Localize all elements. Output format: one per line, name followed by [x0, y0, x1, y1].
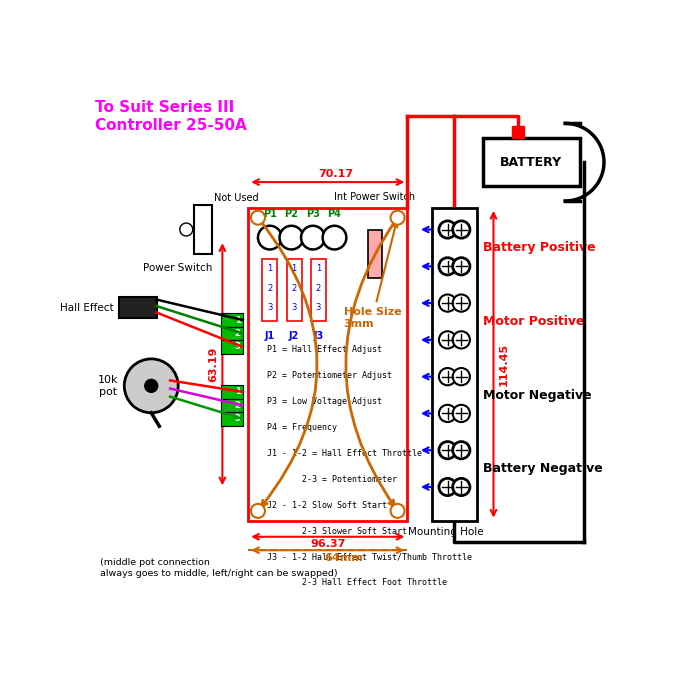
- Bar: [431, 208, 477, 521]
- Text: 2: 2: [291, 284, 297, 293]
- Bar: [221, 412, 243, 426]
- Text: 3: 3: [267, 303, 272, 312]
- Text: 3: 3: [291, 303, 297, 312]
- Text: P2: P2: [284, 209, 298, 219]
- Circle shape: [125, 359, 178, 413]
- Text: 96.37: 96.37: [310, 540, 345, 550]
- Bar: [248, 208, 407, 521]
- Text: 1: 1: [234, 387, 240, 396]
- Text: Power Switch: Power Switch: [144, 263, 213, 274]
- Text: P3 = Low Voltage Adjust: P3 = Low Voltage Adjust: [267, 397, 382, 406]
- Circle shape: [323, 226, 346, 249]
- Circle shape: [251, 211, 265, 225]
- Bar: [483, 138, 580, 186]
- Text: Hole Size
3mm: Hole Size 3mm: [344, 223, 401, 328]
- Text: Not Used: Not Used: [214, 193, 259, 202]
- Circle shape: [391, 211, 405, 225]
- Bar: [368, 230, 382, 278]
- Text: 2: 2: [234, 329, 240, 338]
- Text: 64mm: 64mm: [324, 553, 363, 563]
- Text: Motor Positive: Motor Positive: [483, 315, 584, 328]
- Text: Battery Positive: Battery Positive: [483, 241, 595, 254]
- Bar: [286, 259, 302, 321]
- Text: (middle pot connection
always goes to middle, left/right can be swapped): (middle pot connection always goes to mi…: [100, 559, 337, 578]
- Bar: [221, 314, 243, 327]
- Text: 1: 1: [316, 265, 321, 274]
- Bar: [221, 385, 243, 399]
- Circle shape: [453, 258, 470, 275]
- Text: P4: P4: [328, 209, 342, 219]
- Text: 2: 2: [267, 284, 272, 293]
- Text: 1: 1: [234, 316, 240, 325]
- Circle shape: [439, 221, 456, 238]
- Text: 2-3 = Potentiometer: 2-3 = Potentiometer: [267, 475, 397, 484]
- Circle shape: [180, 223, 193, 236]
- Circle shape: [439, 258, 456, 275]
- Bar: [221, 340, 243, 354]
- Bar: [262, 259, 277, 321]
- Text: 63.19: 63.19: [208, 346, 218, 382]
- Text: 3: 3: [316, 303, 321, 312]
- Text: Hall Effect: Hall Effect: [60, 302, 113, 313]
- Circle shape: [258, 226, 281, 249]
- Text: J3 - 1-2 Hall Effect Twist/Thumb Throttle: J3 - 1-2 Hall Effect Twist/Thumb Throttl…: [267, 552, 472, 561]
- Text: P2 = Potentiometer Adjust: P2 = Potentiometer Adjust: [267, 371, 392, 380]
- Text: J2 - 1-2 Slow Soft Start: J2 - 1-2 Slow Soft Start: [267, 500, 387, 510]
- Circle shape: [391, 504, 405, 518]
- Circle shape: [279, 226, 303, 249]
- Text: 1: 1: [267, 265, 272, 274]
- Text: 10k
pot: 10k pot: [98, 375, 118, 397]
- Bar: [512, 126, 524, 138]
- Circle shape: [453, 478, 470, 496]
- Bar: [119, 297, 157, 319]
- Text: P1: P1: [263, 209, 276, 219]
- Bar: [311, 259, 326, 321]
- Circle shape: [453, 295, 470, 312]
- Text: J3: J3: [313, 331, 323, 341]
- Bar: [221, 327, 243, 340]
- Text: J1: J1: [265, 331, 275, 341]
- Text: 2-3 Hall Effect Foot Throttle: 2-3 Hall Effect Foot Throttle: [267, 578, 447, 587]
- Circle shape: [439, 405, 456, 422]
- Text: 2: 2: [234, 401, 240, 410]
- Text: J1 - 1-2 = Hall Effect Throttle: J1 - 1-2 = Hall Effect Throttle: [267, 449, 422, 458]
- Text: 70.17: 70.17: [318, 169, 354, 179]
- Circle shape: [439, 442, 456, 458]
- Circle shape: [301, 226, 325, 249]
- Text: 2: 2: [316, 284, 321, 293]
- Text: P4 = Frequency: P4 = Frequency: [267, 423, 337, 432]
- Text: 3: 3: [234, 414, 240, 424]
- Circle shape: [453, 331, 470, 349]
- Text: 3: 3: [234, 342, 240, 351]
- Text: To Suit Series III
Controller 25-50A: To Suit Series III Controller 25-50A: [94, 100, 246, 132]
- Text: 1: 1: [291, 265, 297, 274]
- Circle shape: [453, 368, 470, 385]
- Text: BATTERY: BATTERY: [500, 155, 562, 169]
- Circle shape: [439, 368, 456, 385]
- Text: Int Power Switch: Int Power Switch: [335, 192, 416, 202]
- Circle shape: [439, 478, 456, 496]
- Circle shape: [439, 295, 456, 312]
- Circle shape: [145, 379, 158, 392]
- Circle shape: [439, 331, 456, 349]
- Text: Mounting Hole: Mounting Hole: [408, 527, 484, 537]
- Bar: [195, 205, 211, 254]
- Circle shape: [453, 405, 470, 422]
- Text: J2: J2: [289, 331, 299, 341]
- Text: P3: P3: [306, 209, 320, 219]
- Circle shape: [453, 221, 470, 238]
- Bar: [221, 399, 243, 412]
- Text: 2-3 Slower Soft Start: 2-3 Slower Soft Start: [267, 526, 407, 536]
- Text: Battery Negative: Battery Negative: [483, 462, 603, 475]
- Circle shape: [251, 504, 265, 518]
- Text: Motor Negative: Motor Negative: [483, 389, 592, 402]
- Circle shape: [453, 442, 470, 458]
- Text: 114.45: 114.45: [499, 343, 509, 386]
- Text: P1 = Hall Effect Adjust: P1 = Hall Effect Adjust: [267, 345, 382, 354]
